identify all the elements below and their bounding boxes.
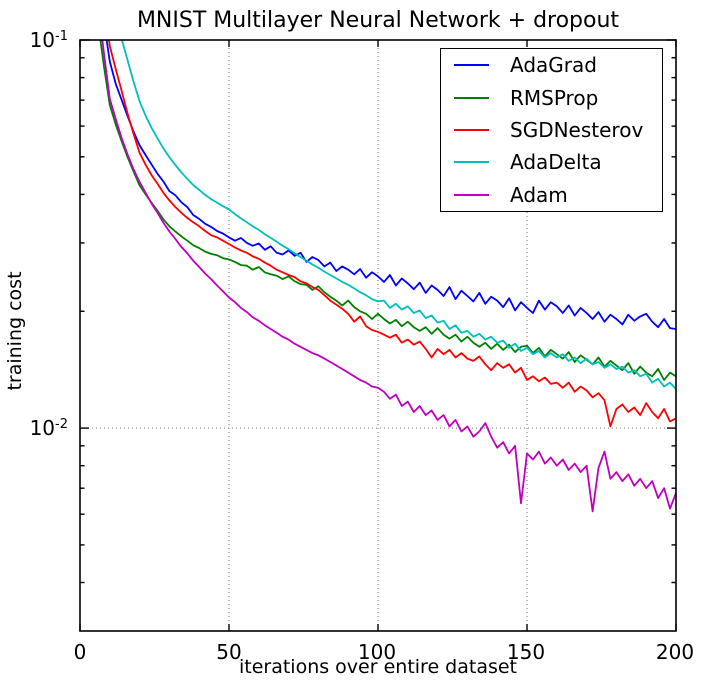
curve-sgdnesterov <box>108 40 676 428</box>
legend-entry-rmsprop: RMSProp <box>441 81 662 113</box>
legend-entry-adagrad: AdaGrad <box>441 49 662 81</box>
legend-entry-adadelta: AdaDelta <box>441 146 662 178</box>
legend-label-adadelta: AdaDelta <box>510 150 602 175</box>
x-tick-label-100: 100 <box>357 640 397 664</box>
curve-adagrad <box>105 40 676 330</box>
curve-adam <box>101 40 676 513</box>
legend-line-sample-adagrad <box>454 64 489 67</box>
y-tick-label-1e-2: 10-2 <box>0 414 68 439</box>
y-tick-label-1e-1: 10-1 <box>0 26 68 51</box>
legend-label-sgdnesterov: SGDNesterov <box>510 118 644 143</box>
legend-label-adagrad: AdaGrad <box>510 53 597 78</box>
legend-entry-sgdnesterov: SGDNesterov <box>441 114 662 146</box>
x-tick-label-200: 200 <box>655 640 695 664</box>
legend-label-rmsprop: RMSProp <box>510 85 599 110</box>
x-axis-label: iterations over entire dataset <box>238 656 518 678</box>
legend-line-sample-sgdnesterov <box>454 129 489 132</box>
y-tick-exponent: -2 <box>55 417 68 432</box>
legend-label-adam: Adam <box>510 182 568 207</box>
chart-title: MNIST Multilayer Neural Network + dropou… <box>136 8 620 33</box>
y-axis-label: training cost <box>4 271 26 391</box>
y-tick-exponent: -1 <box>55 29 68 44</box>
curves <box>99 40 676 513</box>
curve-adadelta <box>120 40 676 391</box>
legend-line-sample-rmsprop <box>454 96 489 99</box>
legend-line-sample-adadelta <box>454 161 489 164</box>
y-tick-base: 10 <box>29 28 56 52</box>
legend-box: AdaGrad RMSProp SGDNesterov AdaDelta Ada… <box>440 48 663 212</box>
y-tick-base: 10 <box>29 416 56 440</box>
x-tick-label-150: 150 <box>506 640 546 664</box>
legend-entry-adam: Adam <box>441 179 662 211</box>
legend-line-sample-adam <box>454 193 489 196</box>
x-tick-label-0: 0 <box>73 640 87 664</box>
plot-border <box>79 39 677 632</box>
gridlines <box>80 40 676 631</box>
x-tick-label-50: 50 <box>216 640 242 664</box>
